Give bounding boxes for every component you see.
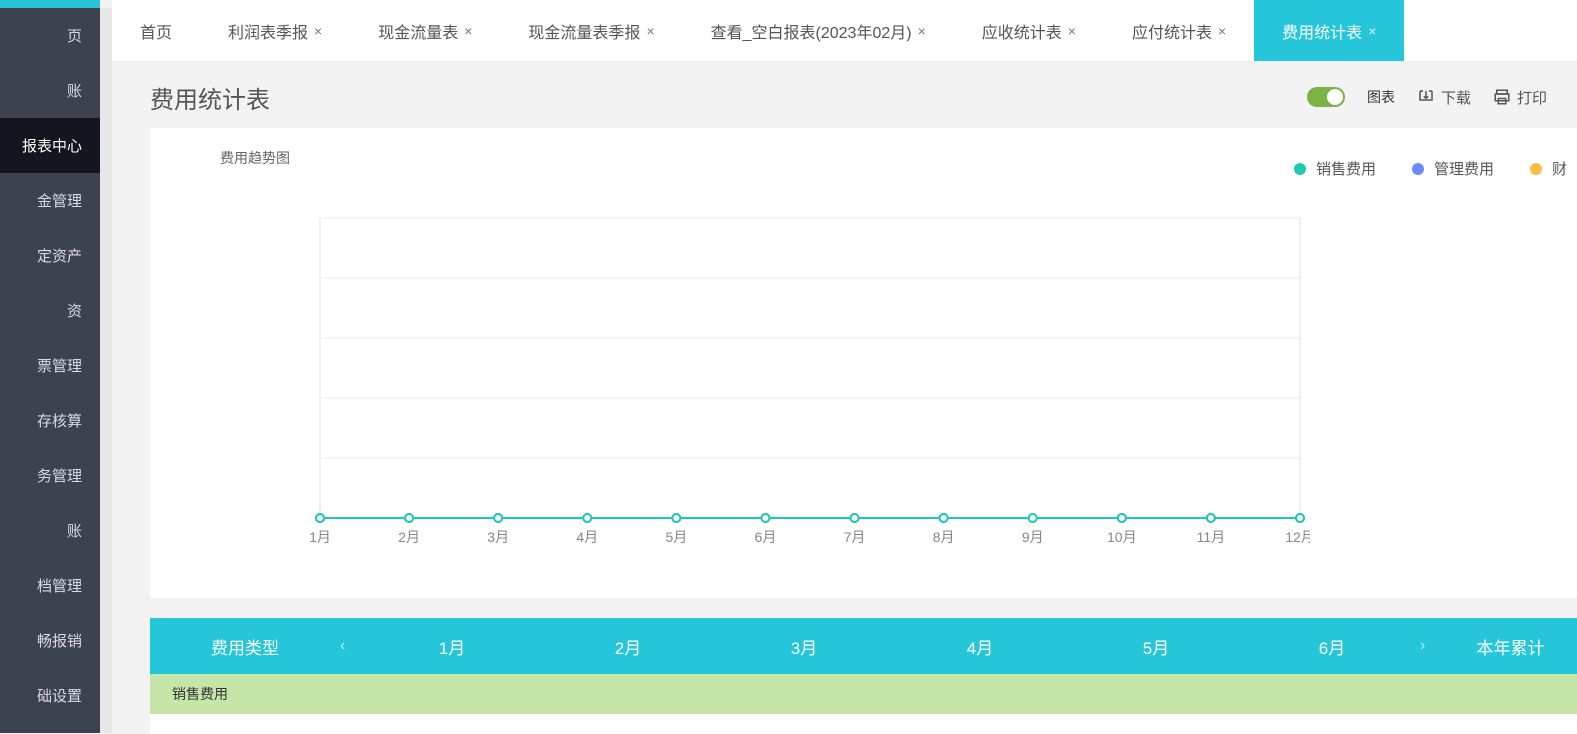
print-button[interactable]: 打印	[1493, 87, 1547, 108]
chart-card: 费用趋势图 销售费用管理费用财 0123451月2月3月4月5月6月7月8月9月…	[150, 128, 1577, 598]
chart-title: 费用趋势图	[220, 148, 290, 168]
legend-label: 财	[1552, 158, 1567, 179]
legend-label: 管理费用	[1434, 158, 1494, 179]
close-icon[interactable]: ×	[314, 23, 322, 39]
page-header: 费用统计表 图表 下载 打印	[112, 68, 1577, 126]
page-title: 费用统计表	[150, 80, 1307, 115]
sidebar-item[interactable]: 金管理	[0, 173, 100, 228]
table-header-month: 6月	[1244, 634, 1420, 659]
legend-dot	[1294, 163, 1306, 175]
close-icon[interactable]: ×	[1068, 23, 1076, 39]
svg-text:12月: 12月	[1285, 529, 1310, 545]
sidebar-item[interactable]: 档管理	[0, 558, 100, 613]
close-icon[interactable]: ×	[646, 23, 654, 39]
tab[interactable]: 现金流量表季报 ×	[500, 0, 682, 61]
legend-item[interactable]: 销售费用	[1294, 158, 1376, 179]
table-header-month: 4月	[892, 634, 1068, 659]
chevron-right-icon[interactable]: ›	[1420, 637, 1444, 655]
tab[interactable]: 首页	[112, 0, 200, 61]
print-icon	[1493, 88, 1511, 106]
legend-item[interactable]: 财	[1530, 158, 1567, 179]
download-button[interactable]: 下载	[1417, 87, 1471, 108]
sidebar-item[interactable]: 畅报销	[0, 613, 100, 668]
sidebar: 页账报表中心金管理定资产资票管理存核算务管理账档管理畅报销础设置	[0, 8, 100, 733]
tab[interactable]: 利润表季报 ×	[200, 0, 350, 61]
sidebar-item[interactable]: 定资产	[0, 228, 100, 283]
chart-svg: 0123451月2月3月4月5月6月7月8月9月10月11月12月	[310, 208, 1310, 568]
table-header-month: 3月	[716, 634, 892, 659]
svg-text:3月: 3月	[487, 529, 509, 545]
download-icon	[1417, 88, 1435, 106]
table-row-blank	[150, 714, 1577, 734]
table-header-month: 5月	[1068, 634, 1244, 659]
download-label: 下载	[1441, 87, 1471, 108]
print-label: 打印	[1517, 87, 1547, 108]
topbar-accent	[0, 0, 100, 8]
tab[interactable]: 应付统计表 ×	[1104, 0, 1254, 61]
chart-legend: 销售费用 管理费用 财	[1294, 158, 1567, 179]
sidebar-item[interactable]: 票管理	[0, 338, 100, 393]
sidebar-item[interactable]: 务管理	[0, 448, 100, 503]
sidebar-item[interactable]: 账	[0, 503, 100, 558]
table-header-month: 1月	[364, 634, 540, 659]
close-icon[interactable]: ×	[1368, 23, 1376, 39]
sidebar-item[interactable]: 报表中心	[0, 118, 100, 173]
table-header-total: 本年累计	[1444, 634, 1577, 659]
chevron-left-icon[interactable]: ‹	[340, 637, 364, 655]
table-header-month: 2月	[540, 634, 716, 659]
tab-label: 首页	[140, 19, 172, 43]
svg-text:6月: 6月	[755, 529, 777, 545]
legend-item[interactable]: 管理费用	[1412, 158, 1494, 179]
svg-text:11月: 11月	[1197, 529, 1226, 545]
legend-dot	[1412, 163, 1424, 175]
tab-label: 现金流量表季报	[528, 19, 640, 43]
svg-text:9月: 9月	[1022, 529, 1044, 545]
svg-text:8月: 8月	[933, 529, 955, 545]
sidebar-item[interactable]: 页	[0, 8, 100, 63]
sidebar-item[interactable]: 存核算	[0, 393, 100, 448]
svg-text:4月: 4月	[576, 529, 598, 545]
tab[interactable]: 现金流量表 ×	[350, 0, 500, 61]
table-row[interactable]: 销售费用	[150, 674, 1577, 714]
chart-toggle-label: 图表	[1367, 87, 1395, 107]
tab-label: 现金流量表	[378, 19, 458, 43]
cell-type: 销售费用	[150, 684, 340, 704]
close-icon[interactable]: ×	[464, 23, 472, 39]
tab-label: 应付统计表	[1132, 19, 1212, 43]
expense-table: 费用类型‹1月2月3月4月5月6月›本年累计 销售费用	[150, 618, 1577, 734]
close-icon[interactable]: ×	[1218, 23, 1226, 39]
tab-bar: 首页 利润表季报 × 现金流量表 × 现金流量表季报 × 查看_空白报表(2023年02月) ×…	[112, 0, 1577, 62]
svg-text:5月: 5月	[665, 529, 687, 545]
tab[interactable]: 查看_空白报表(2023年02月) ×	[683, 0, 954, 61]
table-header-row: 费用类型‹1月2月3月4月5月6月›本年累计	[150, 618, 1577, 674]
tab[interactable]: 费用统计表 ×	[1254, 0, 1404, 61]
svg-text:10月: 10月	[1107, 529, 1137, 545]
tab-label: 利润表季报	[228, 19, 308, 43]
tab-label: 费用统计表	[1282, 19, 1362, 43]
svg-text:7月: 7月	[844, 529, 866, 545]
chart-toggle[interactable]	[1307, 87, 1345, 107]
table-header-type: 费用类型	[150, 634, 340, 659]
sidebar-scrollbar[interactable]	[100, 8, 112, 733]
tab[interactable]: 应收统计表 ×	[954, 0, 1104, 61]
chart-plot: 0123451月2月3月4月5月6月7月8月9月10月11月12月	[310, 208, 1310, 568]
svg-text:1月: 1月	[310, 529, 331, 545]
legend-label: 销售费用	[1316, 158, 1376, 179]
sidebar-item[interactable]: 资	[0, 283, 100, 338]
svg-text:2月: 2月	[398, 529, 420, 545]
close-icon[interactable]: ×	[918, 23, 926, 39]
tab-label: 应收统计表	[982, 19, 1062, 43]
sidebar-item[interactable]: 础设置	[0, 668, 100, 723]
tab-label: 查看_空白报表(2023年02月)	[711, 19, 912, 43]
legend-dot	[1530, 163, 1542, 175]
sidebar-item[interactable]: 账	[0, 63, 100, 118]
